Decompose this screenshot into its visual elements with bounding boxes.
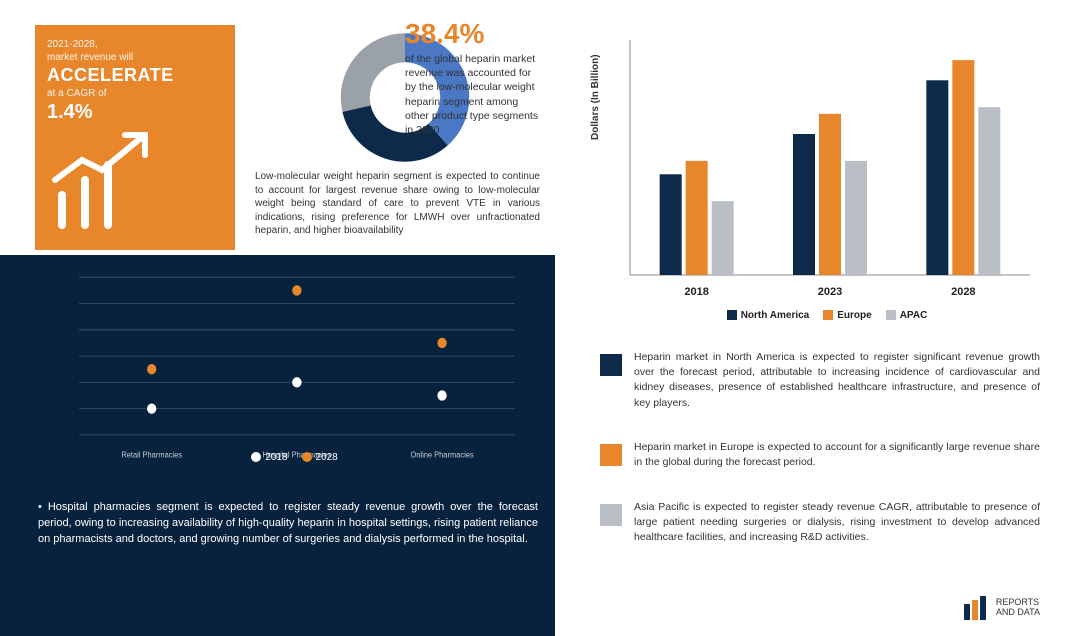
region-swatch-eu xyxy=(600,444,622,466)
region-row-eu: Heparin market in Europe is expected to … xyxy=(600,440,1040,470)
donut-highlight-number: 38.4% xyxy=(405,18,484,50)
scatter-chart: Retail PharmaciesHospital PharmaciesOnli… xyxy=(35,255,540,480)
scatter-bullet-text: Hospital pharmacies segment is expected … xyxy=(38,500,538,548)
cagr-highlight-card: 2021-2028, market revenue will ACCELERAT… xyxy=(35,25,235,250)
logo-icon xyxy=(964,596,990,620)
svg-text:2018: 2018 xyxy=(684,286,708,298)
cagr-percent: 1.4% xyxy=(47,101,223,124)
brand-logo: REPORTS AND DATA xyxy=(964,596,1040,620)
logo-line1: REPORTS xyxy=(996,597,1039,607)
cagr-years: 2021-2028, xyxy=(47,39,223,50)
svg-text:2023: 2023 xyxy=(818,286,842,298)
cagr-subtitle: market revenue will xyxy=(47,52,223,63)
region-row-na: Heparin market in North America is expec… xyxy=(600,350,1040,411)
cagr-accelerate: ACCELERATE xyxy=(47,65,223,86)
cagr-sub2: at a CAGR of xyxy=(47,88,223,99)
bar-chart: 2018 2023 2028 xyxy=(600,30,1040,305)
bar-chart-legend: North AmericaEuropeAPAC xyxy=(600,310,1040,321)
region-row-apac: Asia Pacific is expected to register ste… xyxy=(600,500,1040,546)
scatter-legend: 20182028 xyxy=(35,452,540,463)
region-text-apac: Asia Pacific is expected to register ste… xyxy=(634,500,1040,546)
growth-chart-icon xyxy=(47,125,167,240)
logo-text: REPORTS AND DATA xyxy=(996,598,1040,618)
svg-text:2028: 2028 xyxy=(951,286,975,298)
region-swatch-na xyxy=(600,354,622,376)
donut-description: Low-molecular weight heparin segment is … xyxy=(255,170,540,238)
region-text-eu: Heparin market in Europe is expected to … xyxy=(634,440,1040,470)
logo-line2: AND DATA xyxy=(996,607,1040,617)
donut-highlight-text: of the global heparin market revenue was… xyxy=(405,52,540,137)
region-swatch-apac xyxy=(600,504,622,526)
region-text-na: Heparin market in North America is expec… xyxy=(634,350,1040,411)
